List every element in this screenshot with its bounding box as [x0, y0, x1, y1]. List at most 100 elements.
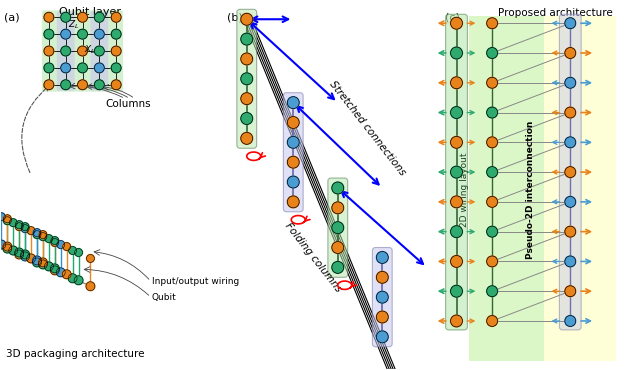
Circle shape	[61, 63, 70, 73]
FancyBboxPatch shape	[445, 14, 467, 330]
Circle shape	[565, 47, 576, 58]
FancyBboxPatch shape	[237, 9, 257, 148]
Circle shape	[61, 12, 70, 22]
Circle shape	[44, 80, 54, 90]
Polygon shape	[0, 231, 91, 286]
Circle shape	[14, 248, 24, 257]
Circle shape	[21, 250, 30, 259]
Circle shape	[450, 166, 462, 178]
Circle shape	[332, 242, 343, 253]
Circle shape	[21, 252, 30, 261]
Circle shape	[57, 268, 65, 277]
Circle shape	[565, 286, 576, 297]
Circle shape	[487, 18, 498, 29]
Text: (b): (b)	[227, 12, 243, 22]
Circle shape	[45, 235, 53, 243]
Circle shape	[94, 46, 104, 56]
Circle shape	[332, 202, 343, 214]
FancyBboxPatch shape	[283, 93, 303, 212]
Circle shape	[565, 18, 576, 29]
Text: Input/output wiring: Input/output wiring	[152, 277, 239, 286]
Bar	[469, 16, 543, 361]
Circle shape	[450, 107, 462, 118]
Circle shape	[487, 196, 498, 207]
Circle shape	[241, 13, 253, 25]
Circle shape	[94, 12, 104, 22]
Circle shape	[332, 222, 343, 233]
Circle shape	[75, 249, 82, 256]
Circle shape	[487, 137, 498, 148]
Circle shape	[94, 29, 104, 39]
Circle shape	[15, 223, 23, 231]
Circle shape	[450, 77, 462, 89]
Circle shape	[241, 53, 253, 65]
Text: Qubit layer: Qubit layer	[59, 7, 121, 17]
FancyBboxPatch shape	[328, 178, 348, 277]
Circle shape	[38, 260, 47, 269]
Circle shape	[14, 250, 24, 259]
Text: (a): (a)	[4, 12, 20, 22]
Circle shape	[27, 227, 35, 235]
Circle shape	[111, 63, 121, 73]
Circle shape	[3, 215, 11, 223]
Circle shape	[111, 80, 121, 90]
Circle shape	[77, 63, 87, 73]
Circle shape	[15, 221, 23, 229]
Circle shape	[287, 117, 299, 128]
Circle shape	[487, 77, 498, 88]
Circle shape	[3, 244, 12, 253]
Circle shape	[0, 240, 6, 249]
Circle shape	[241, 132, 253, 144]
Circle shape	[50, 264, 59, 273]
Circle shape	[565, 256, 576, 267]
Circle shape	[376, 252, 388, 263]
Circle shape	[38, 258, 47, 267]
Circle shape	[287, 137, 299, 148]
Text: Pseudo-2D interconnection: Pseudo-2D interconnection	[526, 121, 535, 259]
Circle shape	[3, 217, 11, 225]
Circle shape	[565, 316, 576, 326]
Circle shape	[86, 255, 94, 262]
Circle shape	[39, 231, 47, 239]
Circle shape	[376, 271, 388, 283]
Circle shape	[61, 80, 70, 90]
Circle shape	[450, 255, 462, 268]
Circle shape	[241, 73, 253, 85]
Circle shape	[487, 166, 498, 178]
Circle shape	[94, 63, 104, 73]
Circle shape	[487, 286, 498, 297]
Circle shape	[287, 97, 299, 108]
Circle shape	[44, 46, 54, 56]
Circle shape	[21, 225, 29, 233]
Circle shape	[51, 239, 58, 246]
Circle shape	[287, 176, 299, 188]
Circle shape	[450, 137, 462, 148]
Circle shape	[450, 285, 462, 297]
Circle shape	[44, 12, 54, 22]
Text: Folding columns: Folding columns	[283, 221, 343, 294]
Circle shape	[241, 112, 253, 124]
Circle shape	[68, 274, 77, 283]
Text: Columns: Columns	[105, 99, 151, 109]
Text: Stretched connections: Stretched connections	[328, 79, 408, 178]
Circle shape	[69, 246, 77, 255]
Circle shape	[111, 46, 121, 56]
Text: $X_L$: $X_L$	[84, 44, 96, 56]
FancyBboxPatch shape	[372, 248, 392, 347]
Circle shape	[61, 46, 70, 56]
Circle shape	[50, 266, 59, 275]
Circle shape	[332, 182, 343, 194]
Text: 3D packaging architecture: 3D packaging architecture	[6, 349, 145, 359]
Circle shape	[39, 233, 47, 240]
Circle shape	[44, 63, 54, 73]
Text: $Z_L$: $Z_L$	[68, 18, 79, 31]
Circle shape	[77, 12, 87, 22]
Circle shape	[287, 196, 299, 208]
Circle shape	[33, 231, 41, 239]
Circle shape	[26, 254, 35, 263]
Circle shape	[450, 315, 462, 327]
Circle shape	[77, 29, 87, 39]
Circle shape	[376, 311, 388, 323]
Circle shape	[63, 243, 70, 250]
FancyBboxPatch shape	[42, 10, 123, 92]
